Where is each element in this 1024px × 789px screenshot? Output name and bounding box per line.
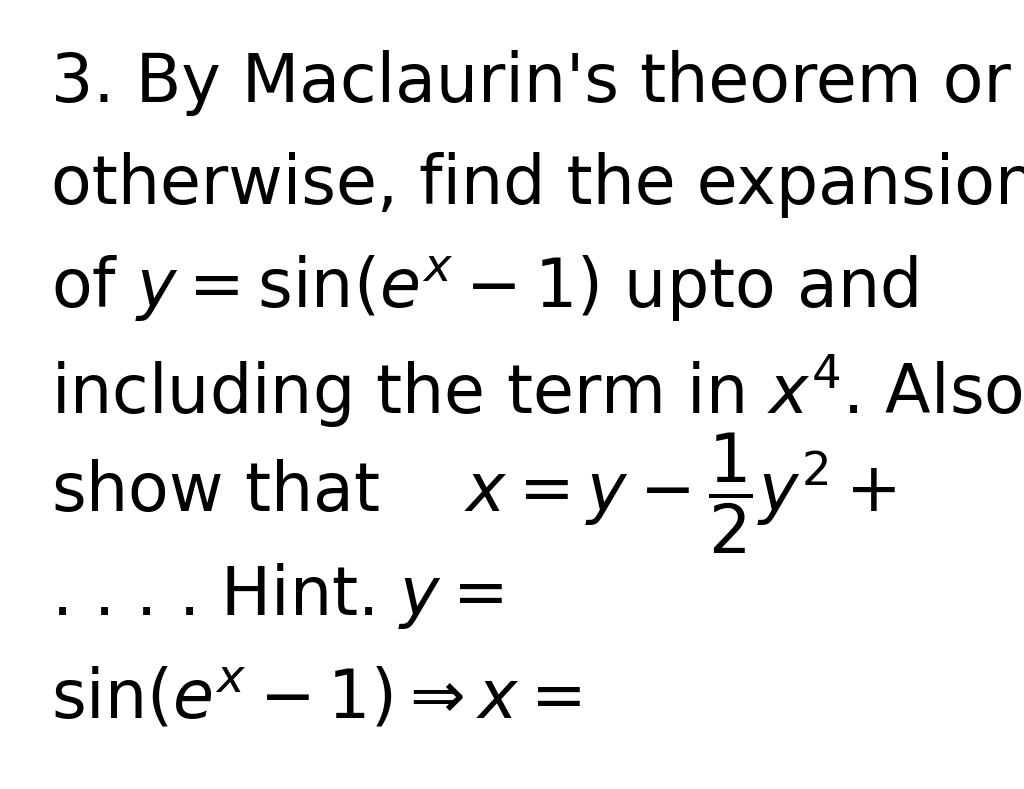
Text: . . . . Hint. $y =$: . . . . Hint. $y =$ bbox=[51, 561, 503, 630]
Text: including the term in $x^4$. Also: including the term in $x^4$. Also bbox=[51, 351, 1023, 430]
Text: otherwise, find the expansion: otherwise, find the expansion bbox=[51, 152, 1024, 219]
Text: of $y = \sin(e^{x} - 1)$ upto and: of $y = \sin(e^{x} - 1)$ upto and bbox=[51, 253, 919, 323]
Text: show that $\quad x = y - \dfrac{1}{2}y^2 +$: show that $\quad x = y - \dfrac{1}{2}y^2… bbox=[51, 430, 897, 556]
Text: 3. By Maclaurin's theorem or: 3. By Maclaurin's theorem or bbox=[51, 50, 1011, 116]
Text: $\sin(e^{x} - 1) \Rightarrow x =$: $\sin(e^{x} - 1) \Rightarrow x =$ bbox=[51, 665, 582, 731]
